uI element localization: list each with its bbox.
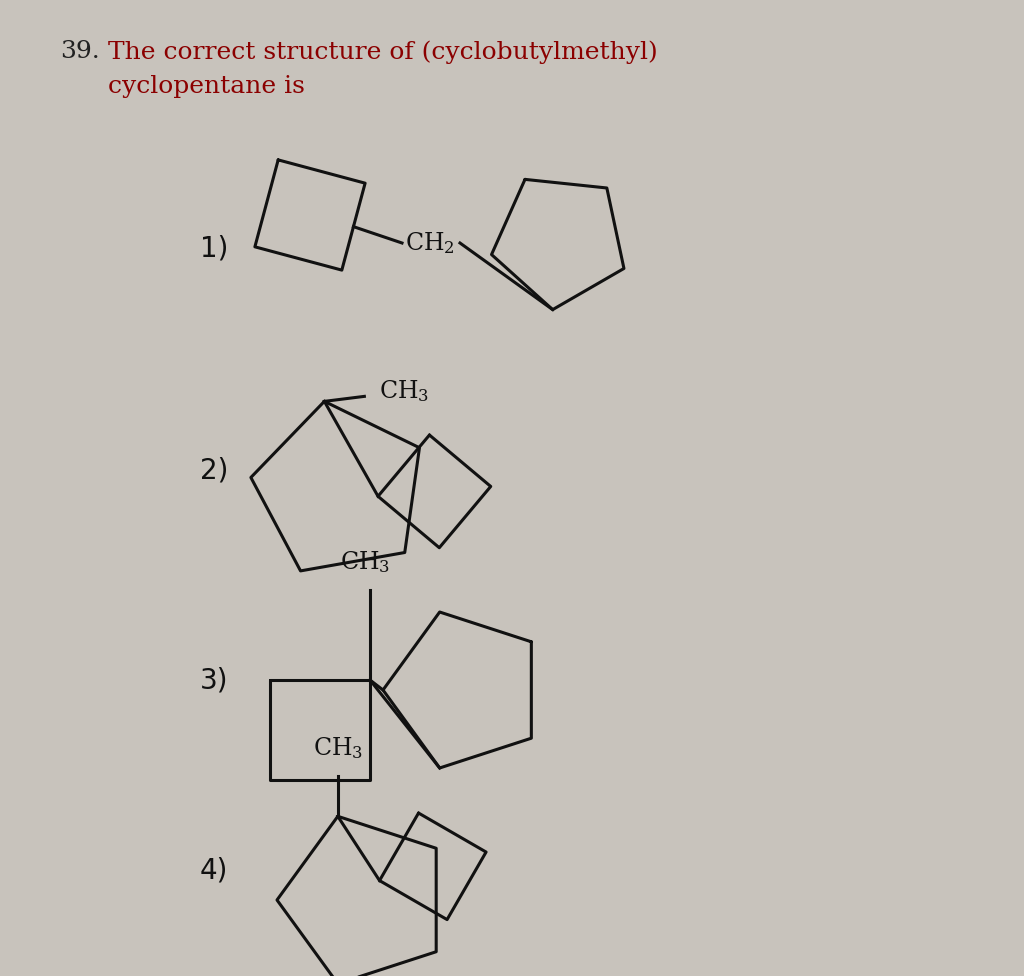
Text: 3): 3) — [200, 666, 228, 694]
Text: The correct structure of (cyclobutylmethyl): The correct structure of (cyclobutylmeth… — [108, 40, 657, 63]
Text: 1): 1) — [200, 234, 228, 262]
Text: 2): 2) — [200, 456, 228, 484]
Text: 4): 4) — [200, 856, 228, 884]
Text: $\mathregular{CH_3}$: $\mathregular{CH_3}$ — [312, 735, 362, 761]
Text: cyclopentane is: cyclopentane is — [108, 75, 305, 98]
Text: $\mathregular{CH_3}$: $\mathregular{CH_3}$ — [340, 549, 390, 575]
Text: $\mathregular{CH_2}$: $\mathregular{CH_2}$ — [406, 230, 455, 256]
Text: $\mathregular{CH_3}$: $\mathregular{CH_3}$ — [379, 379, 429, 404]
Text: 39.: 39. — [60, 40, 99, 63]
